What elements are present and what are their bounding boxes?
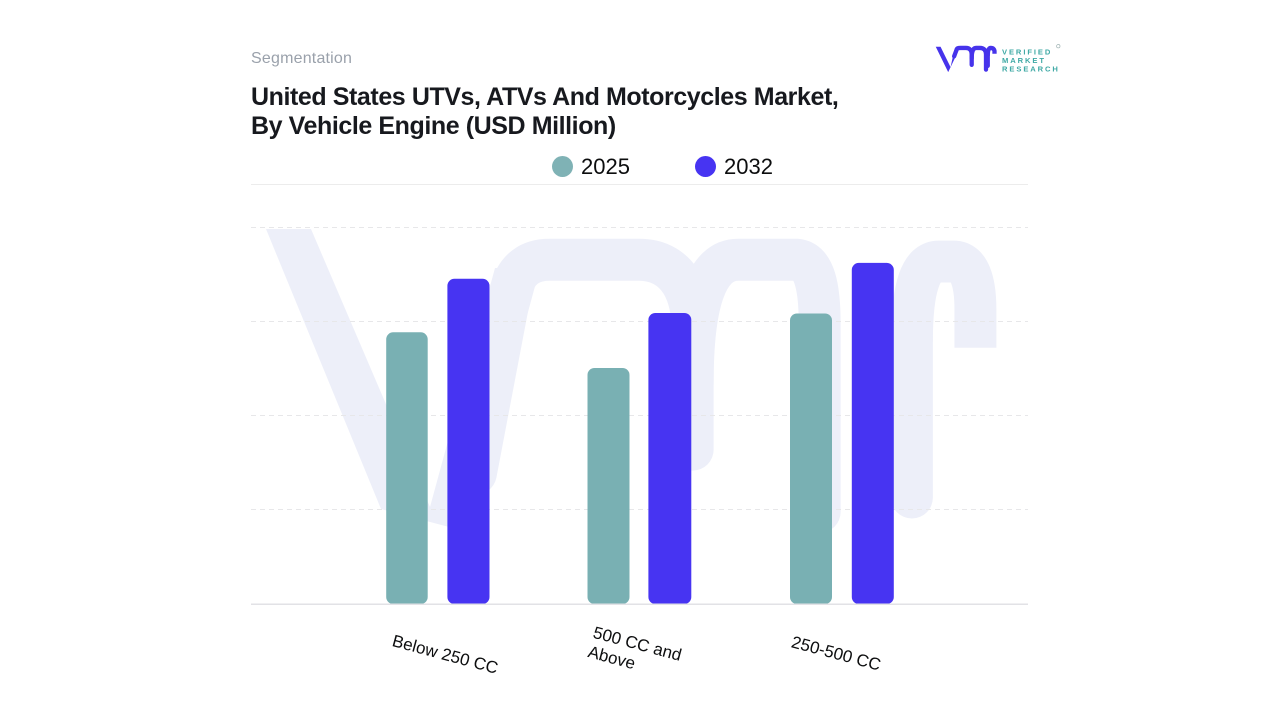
svg-text:MARKET: MARKET — [1002, 56, 1046, 65]
svg-text:VERIFIED: VERIFIED — [1002, 47, 1052, 56]
svg-text:RESEARCH: RESEARCH — [1002, 64, 1060, 73]
